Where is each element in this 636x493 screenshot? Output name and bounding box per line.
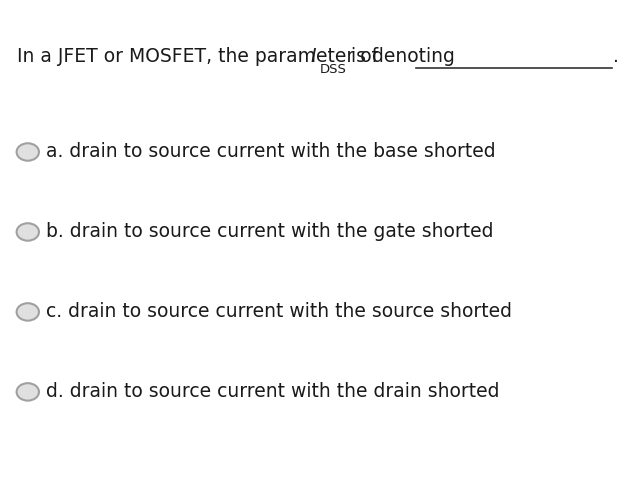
Text: I: I [310, 47, 316, 67]
Text: In a JFET or MOSFET, the parameter of: In a JFET or MOSFET, the parameter of [17, 47, 384, 67]
Circle shape [17, 223, 39, 241]
Text: .: . [613, 47, 619, 67]
Text: DSS: DSS [320, 63, 347, 76]
Circle shape [17, 143, 39, 161]
Text: b. drain to source current with the gate shorted: b. drain to source current with the gate… [46, 222, 494, 242]
Text: c. drain to source current with the source shorted: c. drain to source current with the sour… [46, 302, 513, 321]
Circle shape [17, 383, 39, 401]
Text: a. drain to source current with the base shorted: a. drain to source current with the base… [46, 142, 496, 162]
Text: d. drain to source current with the drain shorted: d. drain to source current with the drai… [46, 383, 500, 401]
Text: is denoting: is denoting [345, 47, 454, 67]
Circle shape [17, 303, 39, 320]
